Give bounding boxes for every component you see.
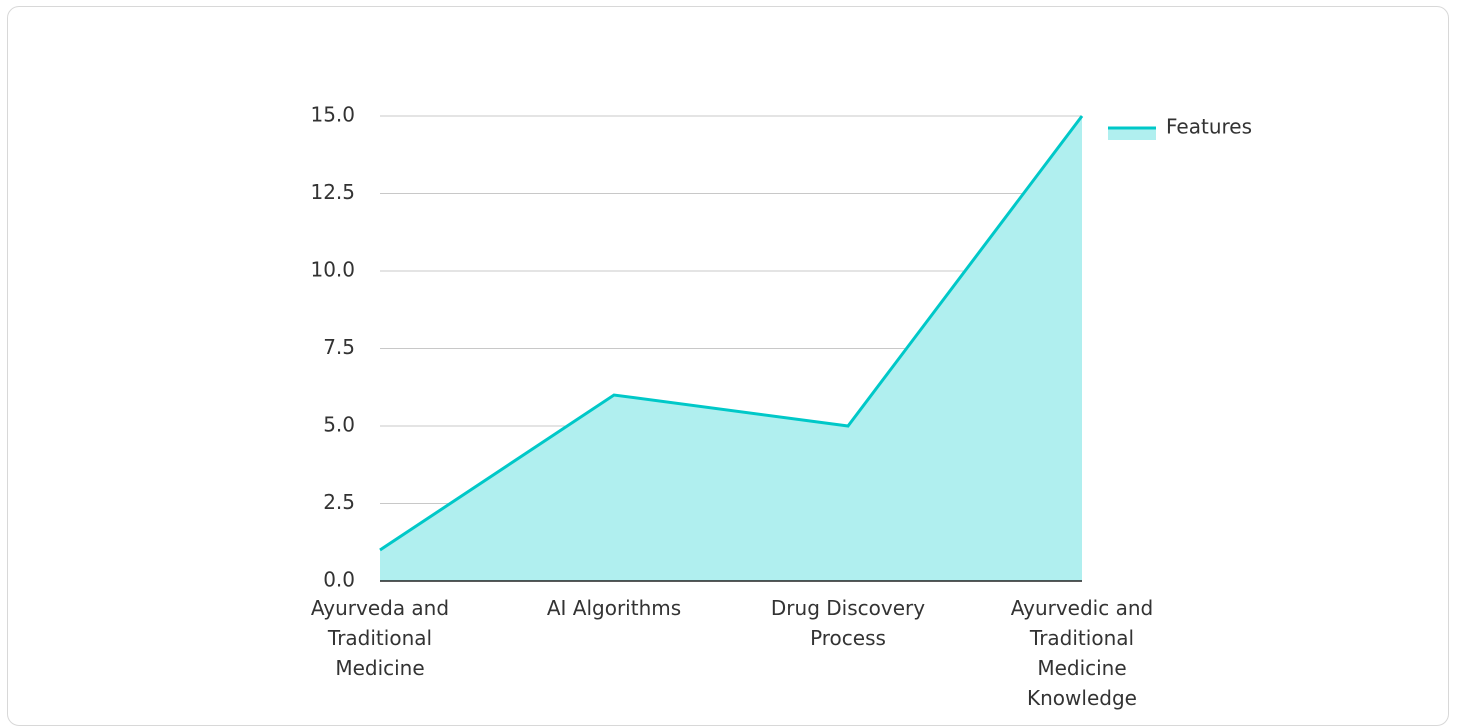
line bbox=[379, 115, 1084, 552]
y-tick-label: 7.5 bbox=[323, 335, 355, 359]
y-tick-label: 0.0 bbox=[323, 568, 355, 592]
x-tick-label: Ayurveda and Traditional Medicine bbox=[310, 596, 450, 680]
x-tick-label: Drug Discovery Process bbox=[770, 596, 926, 650]
y-tick-label: 15.0 bbox=[310, 103, 355, 127]
legend-label: Features bbox=[1166, 115, 1252, 139]
legend-swatch bbox=[1108, 128, 1156, 140]
y-tick-label: 10.0 bbox=[310, 258, 355, 282]
page: 0.0 2.5 5.0 7.5 10.0 12.5 15.0 Features Ayurved… bbox=[7, 6, 1449, 726]
x-tick-label: Ayurvedic and Traditional Medicine Knowl… bbox=[1010, 596, 1154, 710]
area bbox=[380, 116, 1082, 581]
y-tick-label: 2.5 bbox=[323, 490, 355, 514]
chart: 0.0 2.5 5.0 7.5 10.0 12.5 15.0 Features bbox=[310, 103, 1252, 592]
y-tick-label: 5.0 bbox=[323, 413, 355, 437]
x-tick-label: AI Algorithms bbox=[546, 596, 682, 620]
y-tick-label: 12.5 bbox=[310, 180, 355, 204]
